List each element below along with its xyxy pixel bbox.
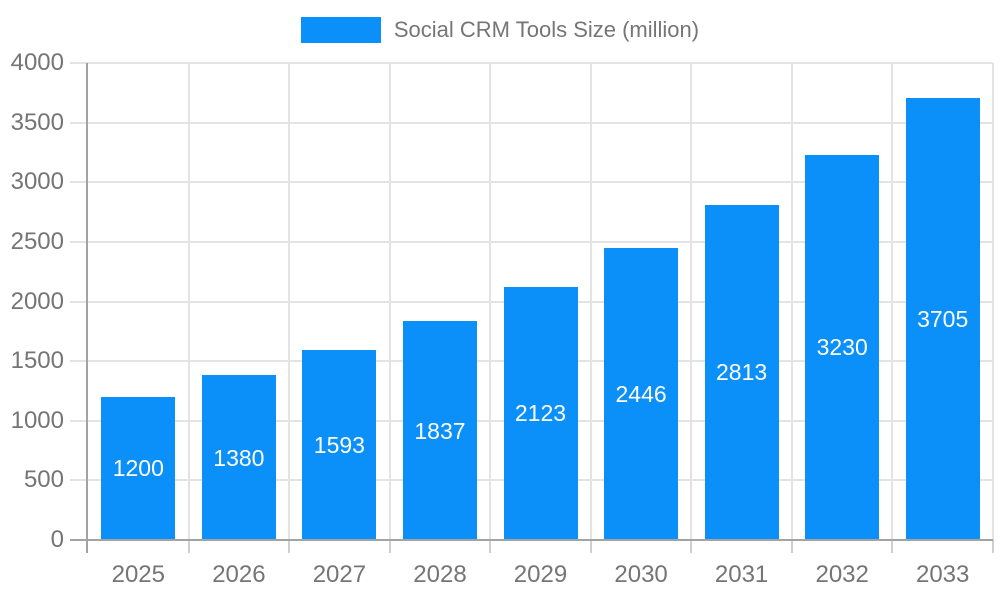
x-tick-label-2027: 2027	[312, 561, 367, 588]
y-gridline	[70, 121, 993, 124]
legend-label: Social CRM Tools Size (million)	[393, 17, 700, 42]
x-gridline	[891, 63, 894, 540]
x-gridline	[187, 63, 190, 540]
bar-value-label: 2813	[716, 359, 768, 386]
x-gridline	[288, 63, 291, 540]
x-tick-label-2026: 2026	[212, 561, 266, 588]
y-tick-label: 1500	[10, 347, 64, 375]
y-tick-label: 500	[23, 466, 64, 494]
x-tick	[690, 540, 693, 553]
bar-value-label: 1380	[213, 444, 265, 471]
bar-2032[interactable]	[805, 154, 880, 540]
bar-value-label: 3230	[816, 334, 868, 361]
x-tick-label-2033: 2033	[915, 561, 970, 588]
bar-value-label: 1200	[112, 455, 164, 482]
legend-swatch-icon	[300, 17, 381, 43]
x-tick	[790, 540, 793, 553]
x-tick	[992, 540, 994, 553]
bar-value-label: 2123	[514, 400, 567, 427]
y-gridline	[70, 240, 993, 243]
x-gridline	[388, 63, 391, 540]
bar-2031[interactable]	[704, 204, 779, 540]
bar-2033[interactable]	[905, 98, 980, 540]
y-tick-label: 3000	[10, 168, 64, 196]
legend[interactable]: Social CRM Tools Size (million)	[0, 17, 1000, 43]
bar-2025[interactable]	[101, 396, 176, 540]
y-tick-label: 4000	[10, 49, 64, 76]
x-tick	[388, 540, 391, 553]
x-tick-label-2029: 2029	[513, 561, 568, 588]
x-tick	[589, 540, 592, 553]
x-tick-label-2031: 2031	[714, 561, 769, 588]
bar-value-label: 1593	[313, 432, 365, 458]
bar-value-label: 2446	[615, 381, 667, 408]
bar-value-label: 3705	[917, 306, 969, 333]
x-tick-label-2025: 2025	[111, 561, 165, 588]
bar-2029[interactable]	[503, 286, 578, 540]
x-tick	[288, 540, 291, 553]
bar-2026[interactable]	[201, 375, 276, 540]
y-tick-label: 0	[50, 526, 64, 553]
x-tick-label-2032: 2032	[815, 561, 869, 588]
y-tick-label: 2000	[10, 287, 64, 315]
x-gridline	[690, 63, 693, 540]
y-tick-label: 2500	[10, 227, 64, 255]
x-tick-label-2030: 2030	[614, 561, 668, 588]
bar-value-label: 1837	[414, 417, 466, 444]
x-gridline	[589, 63, 592, 540]
x-tick	[187, 540, 190, 553]
bar-2030[interactable]	[604, 248, 679, 540]
x-gridline	[489, 63, 492, 540]
x-tick-label-2028: 2028	[413, 561, 467, 588]
x-tick	[891, 540, 894, 553]
x-gridline	[992, 63, 994, 540]
x-axis-line	[70, 539, 993, 541]
y-tick-label: 3500	[10, 108, 64, 136]
y-tick-label: 1000	[10, 406, 64, 434]
y-axis-line	[86, 63, 88, 553]
bar-2028[interactable]	[402, 320, 477, 540]
x-tick	[489, 540, 492, 553]
x-gridline	[790, 63, 793, 540]
y-gridline	[70, 62, 993, 64]
y-gridline	[70, 181, 993, 184]
bar-2027[interactable]	[302, 350, 377, 540]
